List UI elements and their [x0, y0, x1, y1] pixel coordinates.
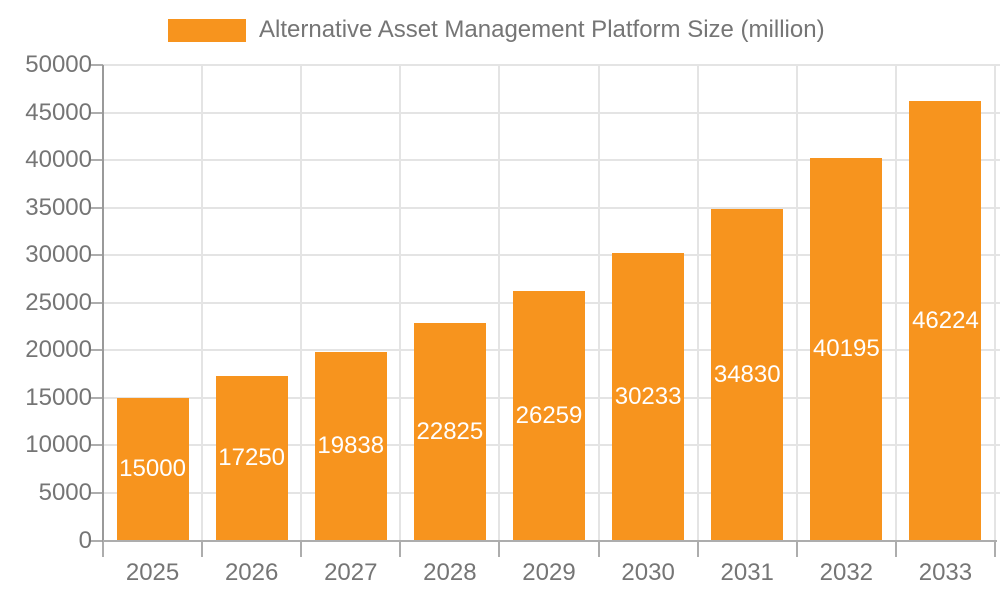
bar [314, 351, 387, 541]
y-tick-label: 25000 [25, 288, 92, 316]
y-tick-label: 40000 [25, 146, 92, 174]
bar-value-label: 17250 [218, 444, 286, 472]
bar [116, 397, 189, 541]
x-gridline [795, 65, 798, 541]
bar [909, 100, 982, 541]
x-tick [498, 541, 501, 557]
x-gridline [994, 65, 996, 541]
x-tick-label: 2032 [819, 559, 874, 586]
y-gridline [103, 254, 1000, 257]
y-gridline [103, 64, 1000, 66]
bar-value-label: 34830 [713, 360, 781, 388]
bar-value-label: 15000 [119, 455, 186, 483]
y-tick [90, 64, 103, 66]
bar [513, 290, 585, 541]
x-gridline [399, 65, 402, 541]
y-tick [90, 111, 103, 114]
y-tick-label: 10000 [25, 431, 92, 459]
y-gridline [103, 111, 1000, 114]
y-tick [90, 349, 103, 352]
y-tick [90, 301, 103, 304]
bar-value-label: 22825 [416, 417, 484, 445]
x-tick-label: 2027 [324, 559, 378, 586]
x-gridline [696, 65, 699, 541]
bar-value-label: 30233 [614, 382, 682, 410]
bar [413, 323, 486, 541]
x-tick [201, 541, 204, 557]
x-axis-line [103, 539, 997, 542]
x-tick-label: 2030 [621, 559, 675, 586]
y-tick [90, 491, 103, 494]
bar-value-label: 46224 [912, 306, 979, 334]
y-tick [90, 254, 103, 257]
bar [215, 376, 288, 541]
x-gridline [201, 65, 204, 541]
x-tick-label: 2025 [125, 559, 180, 586]
x-tick [102, 541, 104, 557]
x-tick-label: 2026 [224, 559, 279, 586]
x-tick [300, 541, 303, 557]
legend-swatch [168, 18, 246, 42]
y-gridline [103, 206, 1000, 209]
x-tick [795, 541, 798, 557]
y-tick-label: 20000 [25, 336, 92, 364]
x-tick [696, 541, 699, 557]
y-tick [90, 159, 103, 162]
legend-label: Alternative Asset Management Platform Si… [259, 16, 825, 43]
x-gridline [597, 65, 600, 541]
chart-legend: Alternative Asset Management Platform Si… [168, 12, 825, 48]
bar [711, 209, 784, 541]
y-tick [90, 539, 103, 542]
bar [810, 158, 883, 541]
y-tick-label: 30000 [25, 241, 92, 269]
y-axis-line [102, 65, 104, 543]
x-tick-label: 2031 [720, 559, 774, 586]
y-tick-label: 45000 [25, 98, 92, 126]
bar [612, 252, 685, 541]
y-tick-label: 50000 [25, 51, 92, 78]
x-tick [597, 541, 600, 557]
y-tick-label: 15000 [25, 383, 92, 411]
bar-value-label: 40195 [812, 335, 880, 363]
x-tick-label: 2028 [423, 559, 477, 586]
x-tick [399, 541, 402, 557]
y-tick [90, 444, 103, 447]
bar-value-label: 19838 [317, 432, 385, 460]
x-tick [994, 541, 996, 557]
x-tick-label: 2029 [522, 559, 576, 586]
y-tick-label: 5000 [38, 478, 92, 506]
y-tick [90, 206, 103, 209]
y-tick-label: 35000 [25, 193, 92, 221]
y-tick-label: 0 [78, 526, 92, 554]
y-gridline [103, 159, 1000, 162]
x-tick [894, 541, 897, 557]
x-tick-label: 2033 [918, 559, 973, 586]
x-gridline [300, 65, 303, 541]
x-gridline [498, 65, 501, 541]
y-tick [90, 396, 103, 399]
x-gridline [894, 65, 897, 541]
bar-value-label: 26259 [515, 401, 583, 429]
